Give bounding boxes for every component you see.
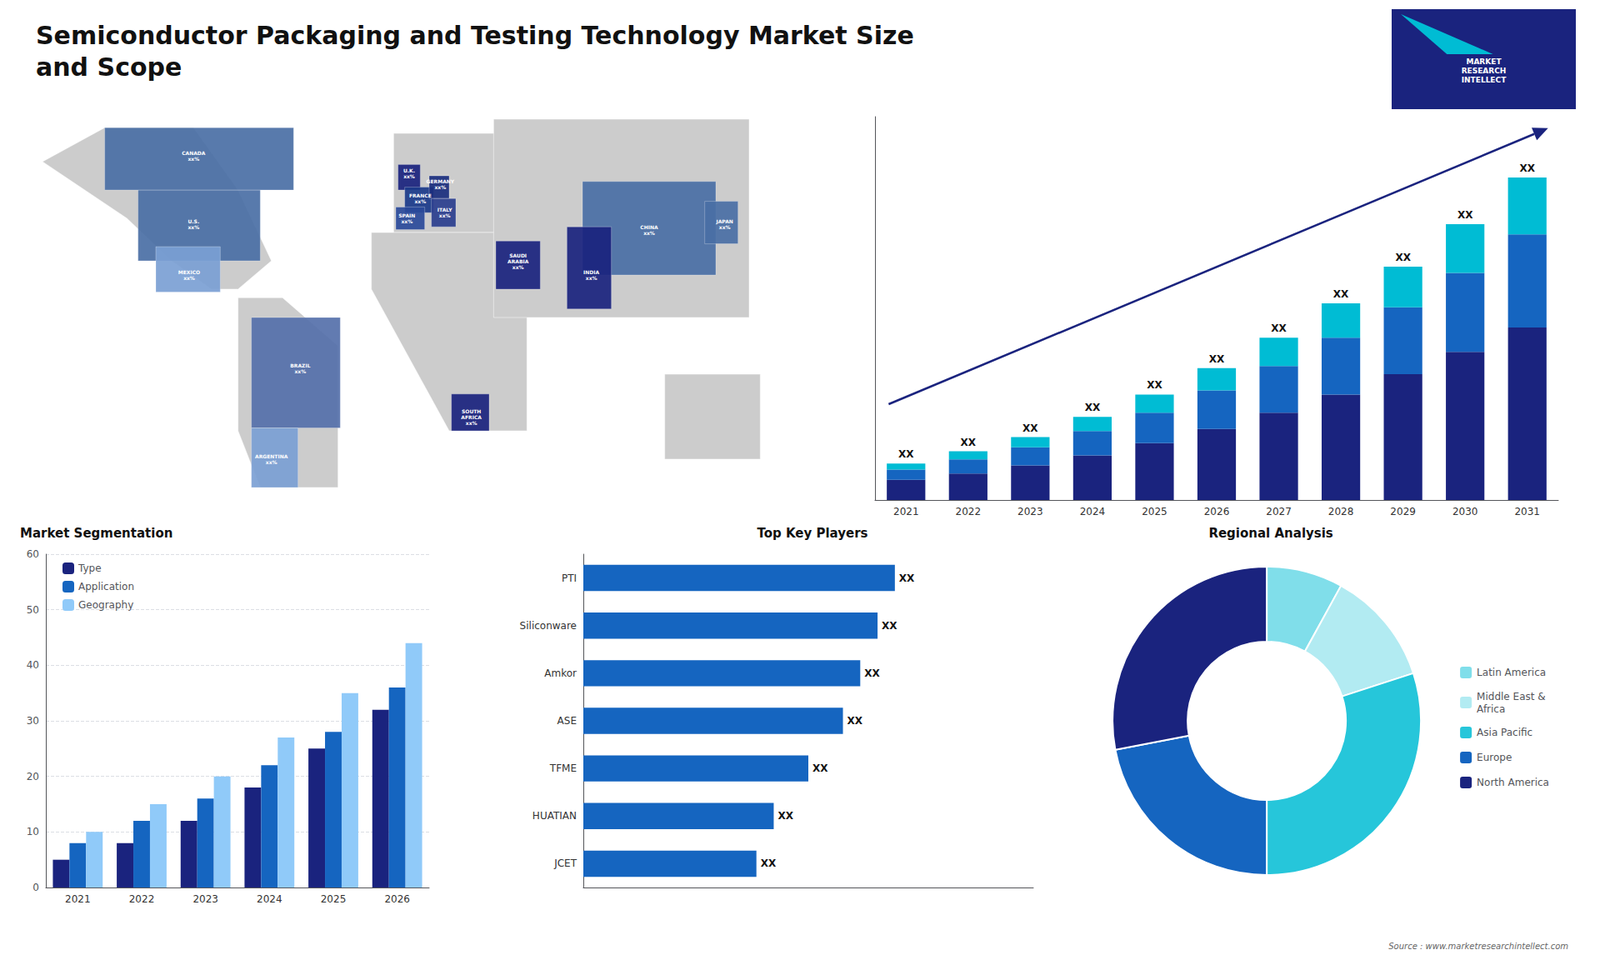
- svg-text:INTELLECT: INTELLECT: [1461, 75, 1507, 85]
- svg-text:XX: XX: [1146, 379, 1163, 391]
- svg-text:Middle East &: Middle East &: [1476, 690, 1546, 703]
- svg-text:JAPAN: JAPAN: [716, 218, 734, 224]
- svg-text:XX: XX: [1457, 209, 1474, 221]
- svg-text:U.K.: U.K.: [403, 167, 415, 174]
- svg-text:North America: North America: [1476, 776, 1550, 789]
- svg-text:SPAIN: SPAIN: [398, 212, 415, 219]
- svg-text:2031: 2031: [1514, 505, 1540, 518]
- svg-text:30: 30: [26, 715, 40, 727]
- svg-text:xx%: xx%: [719, 224, 731, 230]
- svg-text:xx%: xx%: [187, 155, 200, 162]
- svg-text:2029: 2029: [1390, 505, 1416, 518]
- svg-text:xx%: xx%: [294, 368, 306, 375]
- svg-text:XX: XX: [760, 857, 777, 870]
- svg-text:2025: 2025: [320, 893, 347, 905]
- svg-text:xx%: xx%: [400, 218, 413, 225]
- svg-text:MARKET: MARKET: [1465, 57, 1502, 66]
- svg-text:FRANCE: FRANCE: [409, 192, 432, 199]
- svg-text:2022: 2022: [129, 893, 155, 905]
- svg-text:XX: XX: [1085, 401, 1101, 414]
- svg-text:Amkor: Amkor: [544, 667, 577, 680]
- svg-text:BRAZIL: BRAZIL: [290, 362, 310, 369]
- svg-text:xx%: xx%: [585, 275, 598, 281]
- svg-text:Source : www.marketresearchint: Source : www.marketresearchintellect.com: [1388, 941, 1569, 951]
- svg-text:Regional Analysis: Regional Analysis: [1208, 525, 1333, 541]
- svg-text:XX: XX: [864, 667, 880, 680]
- svg-text:ARABIA: ARABIA: [507, 258, 530, 265]
- svg-text:XX: XX: [899, 572, 915, 585]
- svg-text:xx%: xx%: [183, 275, 195, 281]
- svg-text:Type: Type: [77, 562, 102, 575]
- svg-text:xx%: xx%: [439, 212, 451, 219]
- svg-text:2026: 2026: [384, 893, 410, 905]
- svg-text:INDIA: INDIA: [583, 269, 600, 275]
- svg-text:xx%: xx%: [434, 184, 446, 190]
- svg-text:XX: XX: [1395, 251, 1411, 264]
- svg-text:20: 20: [26, 770, 40, 783]
- svg-text:XX: XX: [812, 762, 829, 775]
- svg-text:GERMANY: GERMANY: [426, 178, 455, 185]
- svg-text:2026: 2026: [1204, 505, 1230, 518]
- svg-text:2028: 2028: [1328, 505, 1355, 518]
- svg-text:ASE: ASE: [557, 715, 577, 727]
- svg-text:0: 0: [32, 881, 40, 894]
- svg-text:2023: 2023: [1017, 505, 1044, 518]
- svg-text:2022: 2022: [955, 505, 982, 518]
- svg-text:2025: 2025: [1141, 505, 1168, 518]
- svg-text:60: 60: [26, 548, 40, 560]
- svg-text:2023: 2023: [192, 893, 219, 905]
- svg-text:XX: XX: [1519, 162, 1535, 175]
- svg-text:xx%: xx%: [403, 173, 415, 180]
- svg-text:RESEARCH: RESEARCH: [1461, 66, 1507, 75]
- svg-text:2030: 2030: [1452, 505, 1479, 518]
- svg-text:10: 10: [26, 825, 40, 838]
- svg-text:XX: XX: [1270, 322, 1287, 335]
- svg-text:and Scope: and Scope: [35, 52, 182, 82]
- svg-text:2021: 2021: [65, 893, 91, 905]
- svg-text:XX: XX: [1022, 422, 1039, 435]
- svg-text:Asia Pacific: Asia Pacific: [1476, 726, 1533, 739]
- svg-text:xx%: xx%: [465, 420, 478, 426]
- svg-text:Top Key Players: Top Key Players: [756, 525, 868, 541]
- svg-text:Geography: Geography: [78, 599, 134, 611]
- svg-text:CANADA: CANADA: [181, 150, 206, 156]
- svg-text:Africa: Africa: [1476, 703, 1505, 715]
- svg-text:Europe: Europe: [1476, 751, 1512, 764]
- svg-text:Market Segmentation: Market Segmentation: [20, 525, 173, 541]
- svg-text:XX: XX: [960, 436, 977, 449]
- svg-text:MEXICO: MEXICO: [178, 269, 200, 275]
- svg-text:XX: XX: [777, 810, 794, 822]
- svg-text:xx%: xx%: [643, 230, 655, 236]
- svg-text:2021: 2021: [893, 505, 920, 518]
- svg-text:PTI: PTI: [561, 572, 577, 585]
- svg-text:xx%: xx%: [187, 224, 200, 230]
- svg-text:ITALY: ITALY: [437, 206, 453, 213]
- svg-text:50: 50: [26, 604, 40, 616]
- svg-text:XX: XX: [898, 448, 915, 460]
- svg-text:JCET: JCET: [553, 857, 578, 870]
- svg-text:xx%: xx%: [265, 459, 278, 465]
- svg-text:XX: XX: [847, 715, 864, 727]
- svg-text:xx%: xx%: [512, 264, 525, 270]
- svg-text:SAUDI: SAUDI: [509, 252, 527, 259]
- svg-text:Latin America: Latin America: [1476, 666, 1546, 679]
- svg-text:2027: 2027: [1265, 505, 1292, 518]
- svg-text:Siliconware: Siliconware: [520, 620, 577, 632]
- svg-text:HUATIAN: HUATIAN: [532, 810, 577, 822]
- svg-text:AFRICA: AFRICA: [460, 414, 482, 420]
- svg-text:XX: XX: [881, 620, 898, 632]
- svg-text:XX: XX: [1333, 288, 1350, 300]
- svg-text:Application: Application: [78, 580, 135, 593]
- svg-text:2024: 2024: [256, 893, 283, 905]
- svg-text:SOUTH: SOUTH: [461, 408, 481, 415]
- svg-text:40: 40: [26, 659, 40, 671]
- svg-text:2024: 2024: [1080, 505, 1106, 518]
- svg-text:ARGENTINA: ARGENTINA: [255, 453, 289, 460]
- svg-text:XX: XX: [1209, 353, 1225, 365]
- svg-text:U.S.: U.S.: [187, 218, 200, 225]
- svg-text:CHINA: CHINA: [640, 224, 659, 230]
- svg-text:xx%: xx%: [414, 198, 426, 205]
- svg-text:TFME: TFME: [549, 762, 577, 775]
- svg-text:Semiconductor Packaging and Te: Semiconductor Packaging and Testing Tech…: [35, 20, 915, 50]
